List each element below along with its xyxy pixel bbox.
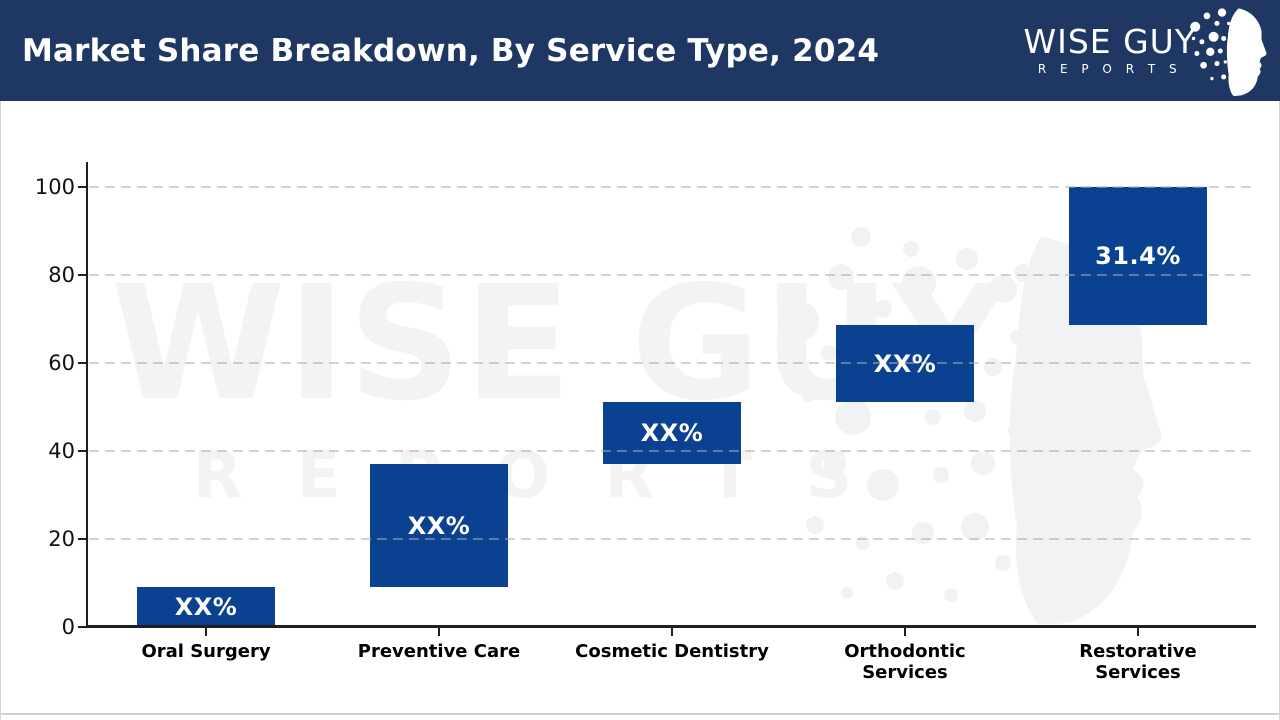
- bar-preventive-care: [370, 464, 508, 587]
- bar-value-label-cosmetic-dentistry: XX%: [640, 419, 704, 447]
- y-tick-label-40: 40: [48, 439, 75, 463]
- bar-value-label-oral-surgery: XX%: [174, 593, 238, 621]
- y-tick-label-20: 20: [48, 527, 75, 551]
- category-label-oral-surgery: Oral Surgery: [141, 641, 271, 662]
- y-tick-label-0: 0: [61, 615, 75, 639]
- x-tick-preventive-care: [438, 628, 440, 636]
- x-tick-orthodontic-services: [904, 628, 906, 636]
- bar-value-label-preventive-care: XX%: [407, 511, 471, 540]
- y-tick-label-100: 100: [34, 175, 75, 199]
- x-tick-oral-surgery: [205, 628, 207, 636]
- gridline-40: [89, 450, 1254, 452]
- logo-name: WISE GUY: [1023, 22, 1196, 61]
- y-tick-60: [78, 362, 87, 364]
- category-label-preventive-care: Preventive Care: [357, 641, 521, 662]
- watermark-head-graphic: [779, 227, 1162, 625]
- y-tick-80: [78, 274, 87, 276]
- category-label-cosmetic-dentistry: Cosmetic Dentistry: [575, 641, 769, 662]
- category-label-orthodontic-services: Orthodontic Services: [844, 641, 966, 683]
- x-tick-restorative-services: [1137, 628, 1139, 636]
- logo-text: WISE GUY R E P O R T S: [1023, 22, 1196, 77]
- category-label-restorative-services: Restorative Services: [1079, 641, 1197, 683]
- y-tick-40: [78, 450, 87, 452]
- bar-oral-surgery: [137, 587, 275, 627]
- x-tick-cosmetic-dentistry: [671, 628, 673, 636]
- logo-tagline: R E P O R T S: [1037, 62, 1182, 76]
- bottom-divider: [1, 713, 1279, 715]
- y-tick-label-60: 60: [48, 351, 75, 375]
- gridline-60: [89, 362, 1254, 364]
- watermark-tagline: R E P O R T S: [193, 439, 869, 513]
- bar-cosmetic-dentistry: [603, 402, 741, 464]
- bar-value-label-restorative-services: 31.4%: [1095, 242, 1181, 270]
- y-tick-100: [78, 186, 87, 188]
- page-title: Market Share Breakdown, By Service Type,…: [22, 32, 880, 69]
- chart-area: WISE GUY R E P O R T S 0 20 40 60 80 1: [0, 101, 1280, 720]
- gridline-100: [89, 186, 1254, 188]
- header: Market Share Breakdown, By Service Type,…: [0, 0, 1280, 101]
- bar-value-label-orthodontic-services: XX%: [873, 349, 937, 378]
- x-axis: [86, 625, 1256, 628]
- y-axis: [86, 162, 88, 628]
- logo-head-icon: [1190, 7, 1267, 96]
- wise-guy-reports-logo: WISE GUY R E P O R T S: [1023, 5, 1270, 97]
- bar-restorative-services: [1069, 187, 1207, 325]
- gridline-20: [89, 538, 1254, 540]
- y-tick-0: [78, 626, 87, 628]
- gridline-80: [89, 274, 1254, 276]
- y-tick-label-80: 80: [48, 263, 75, 287]
- y-tick-20: [78, 538, 87, 540]
